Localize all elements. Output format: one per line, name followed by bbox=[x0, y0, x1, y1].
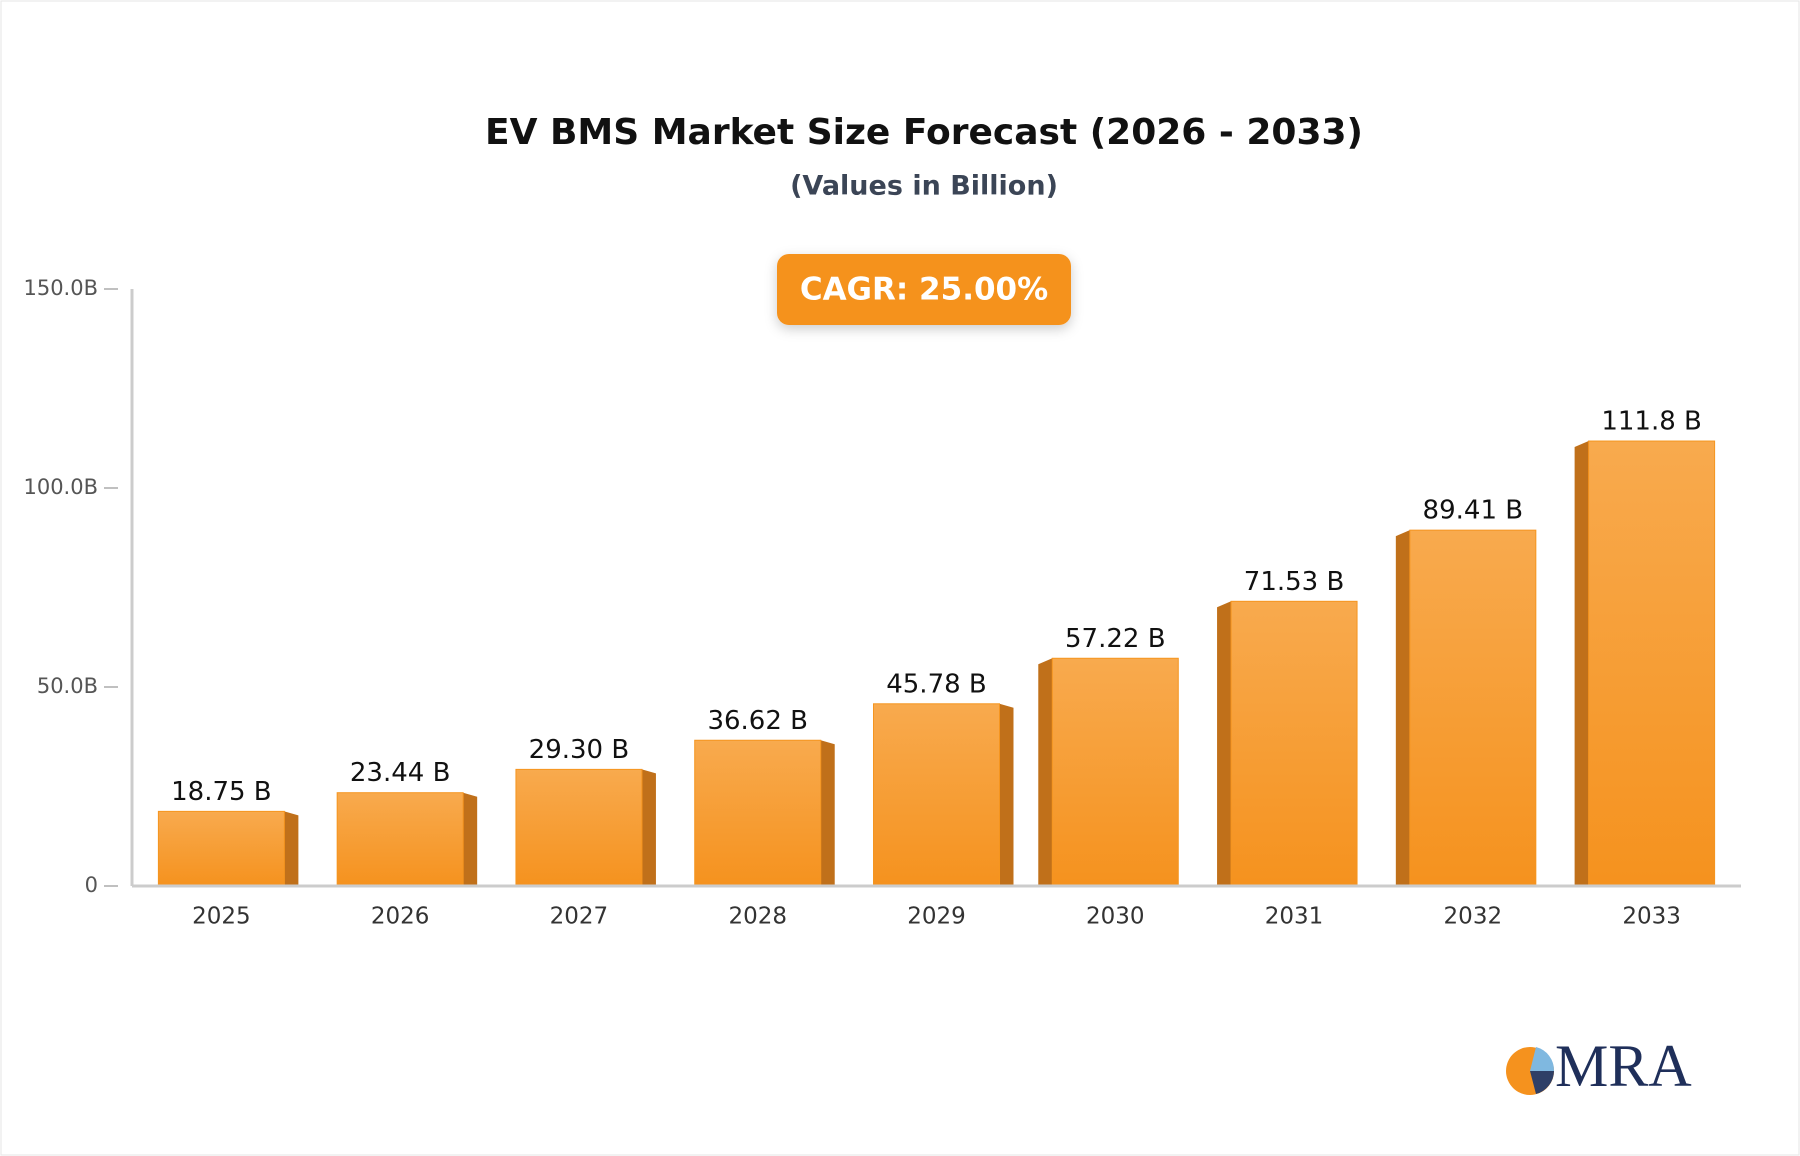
logo-text: MRA bbox=[1555, 1033, 1692, 1099]
bar-side bbox=[1574, 441, 1589, 886]
value-label: 45.78 B bbox=[886, 669, 987, 699]
bar-side bbox=[820, 740, 835, 886]
x-tick-label: 2030 bbox=[1086, 904, 1145, 930]
bar bbox=[157, 810, 285, 887]
bar bbox=[336, 792, 464, 887]
logo-slice bbox=[1530, 1071, 1554, 1094]
bar bbox=[1409, 529, 1537, 887]
bar-side bbox=[1038, 658, 1053, 886]
y-tick-label: 150.0B bbox=[23, 276, 98, 300]
value-label: 29.30 B bbox=[529, 735, 630, 765]
value-label: 23.44 B bbox=[350, 758, 451, 788]
value-label: 36.62 B bbox=[707, 706, 808, 736]
logo-slice bbox=[1530, 1047, 1555, 1071]
value-label: 57.22 B bbox=[1065, 624, 1166, 654]
bar bbox=[1230, 600, 1358, 887]
bar-side bbox=[1217, 601, 1232, 886]
bar-side bbox=[463, 792, 478, 886]
x-tick-label: 2028 bbox=[728, 904, 787, 930]
x-tick-label: 2031 bbox=[1265, 904, 1324, 930]
y-tick-label: 50.0B bbox=[37, 674, 98, 698]
cagr-text: CAGR: 25.00% bbox=[800, 272, 1048, 308]
bar bbox=[1051, 657, 1179, 887]
bar-side bbox=[284, 811, 299, 886]
x-tick-label: 2025 bbox=[192, 904, 251, 930]
chart-title: EV BMS Market Size Forecast (2026 - 2033… bbox=[485, 112, 1363, 153]
y-tick-label: 100.0B bbox=[23, 475, 98, 499]
bar-side bbox=[641, 769, 656, 886]
logo: MRA bbox=[1506, 1033, 1692, 1099]
x-tick-label: 2033 bbox=[1622, 904, 1681, 930]
value-label: 111.8 B bbox=[1601, 407, 1702, 437]
bar bbox=[694, 739, 822, 887]
x-tick-label: 2027 bbox=[550, 904, 609, 930]
y-tick-label: 0 bbox=[85, 873, 98, 897]
x-tick-label: 2029 bbox=[907, 904, 966, 930]
x-tick-label: 2032 bbox=[1444, 904, 1503, 930]
cagr-badge bbox=[777, 254, 1071, 325]
value-label: 89.41 B bbox=[1423, 496, 1524, 526]
bar bbox=[515, 768, 643, 887]
value-label: 18.75 B bbox=[171, 777, 272, 807]
bar-side bbox=[999, 703, 1014, 886]
bar-side bbox=[1395, 530, 1410, 886]
badge-bg bbox=[777, 254, 1071, 325]
chart-subtitle: (Values in Billion) bbox=[790, 171, 1058, 202]
bar bbox=[873, 703, 1000, 887]
value-label: 71.53 B bbox=[1244, 567, 1345, 597]
x-tick-label: 2026 bbox=[371, 904, 430, 930]
bar bbox=[1588, 440, 1716, 887]
